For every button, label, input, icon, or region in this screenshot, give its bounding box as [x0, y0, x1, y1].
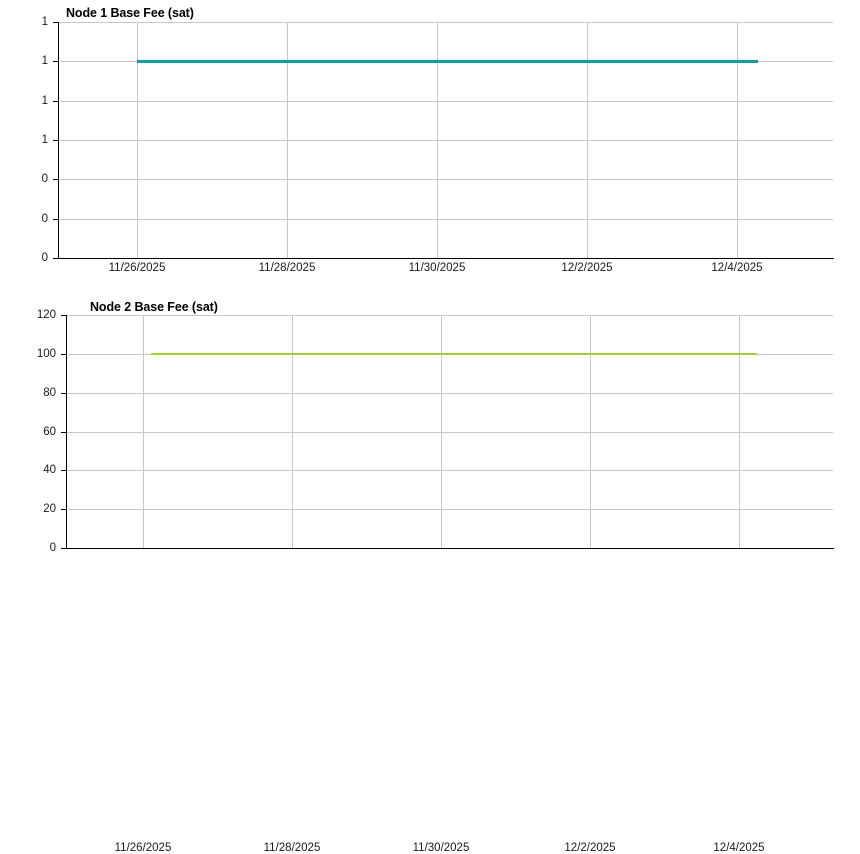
gridline-vertical: [441, 315, 442, 548]
y-axis-tick-label: 0: [49, 542, 56, 554]
chart-1-y-axis-line: [58, 22, 59, 259]
y-axis-tick-label: 1: [41, 16, 48, 28]
chart-1-plot-area: [58, 22, 833, 258]
x-axis-tick-label: 11/28/2025: [263, 842, 321, 854]
y-axis-tick-label: 0: [41, 173, 48, 186]
x-axis-tick-label: 11/26/2025: [114, 842, 172, 854]
gridline-horizontal: [66, 392, 833, 394]
gridline-vertical: [143, 315, 144, 548]
chart-1-title: Node 1 Base Fee (sat): [66, 6, 194, 20]
gridline-horizontal: [58, 218, 833, 220]
chart-2-y-axis-line: [66, 315, 67, 549]
gridline-vertical: [739, 315, 740, 548]
y-axis-tick-label: 80: [43, 386, 56, 399]
y-axis-tick-mark: [53, 61, 58, 63]
gridline-horizontal: [66, 470, 833, 472]
y-axis-tick-label: 60: [43, 425, 56, 438]
gridline-horizontal: [58, 22, 833, 23]
gridline-vertical: [287, 22, 288, 258]
gridline-vertical: [737, 22, 738, 258]
y-axis-tick-label: 0: [41, 212, 48, 225]
y-axis-tick-mark: [53, 179, 58, 181]
gridline-horizontal: [58, 100, 833, 102]
x-axis-tick-label: 11/28/2025: [258, 262, 316, 274]
chart-panel-node-2: Node 2 Base Fee (sat) 120 100 80 60 40 20 0 11/…: [0, 290, 860, 854]
gridline-horizontal: [58, 140, 833, 141]
gridline-vertical: [587, 22, 588, 258]
x-axis-tick-label: 12/4/2025: [711, 262, 763, 274]
gridline-horizontal: [66, 315, 833, 316]
y-axis-tick-label: 0: [41, 252, 48, 264]
y-axis-tick-label: 120: [36, 309, 56, 321]
gridline-horizontal: [66, 509, 833, 511]
x-axis-tick-label: 12/4/2025: [713, 842, 765, 854]
y-axis-tick-mark: [61, 470, 66, 472]
y-axis-tick-label: 1: [41, 55, 48, 68]
y-axis-tick-mark: [61, 353, 66, 355]
y-axis-tick-mark: [53, 22, 58, 23]
y-axis-tick-mark: [53, 258, 58, 259]
x-axis-tick-label: 11/30/2025: [412, 842, 470, 854]
chart-1-x-axis-line: [58, 258, 834, 259]
y-axis-tick-mark: [61, 315, 66, 316]
gridline-vertical: [137, 22, 138, 258]
gridline-vertical: [437, 22, 438, 258]
y-axis-tick-mark: [53, 100, 58, 102]
x-axis-tick-label: 12/2/2025: [564, 842, 616, 854]
gridline-horizontal: [66, 431, 833, 433]
gridline-horizontal: [58, 179, 833, 181]
gridline-vertical: [292, 315, 293, 548]
chart-2-plot-area: [66, 315, 833, 548]
y-axis-tick-label: 1: [41, 94, 48, 107]
y-axis-tick-label: 20: [43, 503, 56, 516]
y-axis-tick-label: 100: [36, 347, 56, 360]
y-axis-tick-mark: [61, 392, 66, 394]
series-line-2: [151, 352, 757, 356]
x-axis-tick-label: 11/30/2025: [408, 262, 466, 274]
x-axis-tick-label: 12/2/2025: [561, 262, 613, 274]
gridline-vertical: [590, 315, 591, 548]
y-axis-tick-mark: [61, 509, 66, 511]
series-line-1: [137, 60, 758, 63]
y-axis-tick-label: 1: [41, 134, 48, 146]
y-axis-tick-mark: [61, 431, 66, 433]
chart-2-x-axis-line: [66, 548, 834, 549]
y-axis-tick-mark: [61, 548, 66, 549]
chart-2-title: Node 2 Base Fee (sat): [90, 300, 218, 314]
y-axis-tick-mark: [53, 140, 58, 141]
y-axis-tick-label: 40: [43, 464, 56, 477]
chart-panel-node-1: Node 1 Base Fee (sat) 1 1 1 1 0 0 0 11/26/2025 1…: [0, 0, 860, 290]
y-axis-tick-mark: [53, 218, 58, 220]
x-axis-tick-label: 11/26/2025: [108, 262, 166, 274]
